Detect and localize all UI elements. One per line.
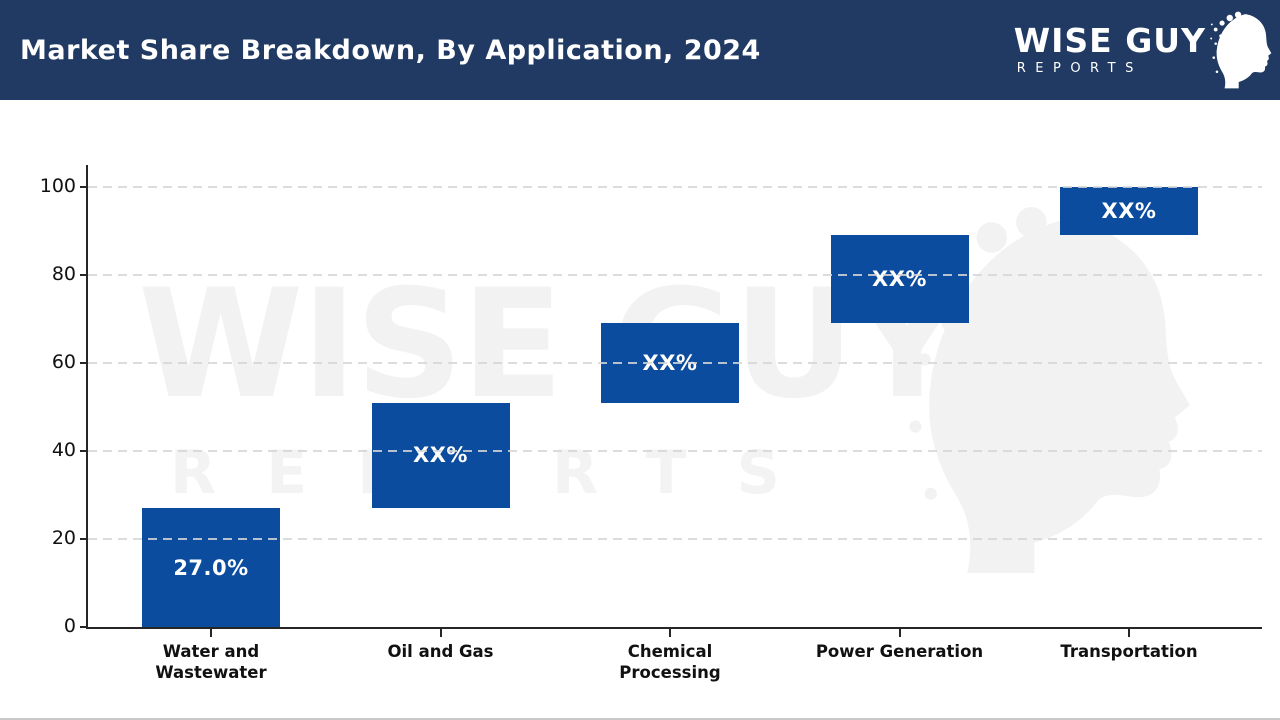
bar-water-and-wastewater: 27.0% (142, 508, 280, 627)
y-tick-label-20: 20 (51, 527, 76, 549)
x-tick-label-transportation: Transportation (1060, 642, 1198, 661)
x-tick-label-power-generation: Power Generation (815, 642, 984, 661)
bar-value-label-transportation: XX% (1101, 199, 1157, 224)
y-tick-0 (80, 626, 88, 628)
header-bar: Market Share Breakdown, By Application, … (0, 0, 1280, 100)
y-tick-label-80: 80 (51, 263, 76, 285)
x-tick-oil-and-gas (439, 629, 442, 637)
x-axis-spine (86, 627, 1262, 629)
logo-text: WISE GUY REPORTS (1013, 20, 1206, 77)
bar-value-label-power-generation: XX% (872, 267, 927, 292)
x-tick-label-chemical-processing: Chemical Processing (619, 642, 721, 683)
y-tick-label-60: 60 (51, 351, 76, 373)
x-tick-chemical-processing (669, 629, 671, 637)
gridline-100 (88, 186, 1262, 188)
y-tick-20 (80, 538, 88, 540)
x-tick-label-water-and-wastewater: Water and Wastewater (155, 642, 267, 683)
gridline-40 (88, 450, 1262, 452)
x-tick-water-and-wastewater (210, 629, 212, 637)
logo-wordmark: WISE GUY (1013, 20, 1206, 60)
gridline-60 (88, 362, 1262, 364)
gridline-20 (88, 538, 1262, 540)
x-tick-power-generation (898, 629, 901, 637)
wise-guy-logo: WISE GUY REPORTS (1014, 0, 1272, 100)
y-tick-label-40: 40 (51, 439, 76, 461)
bar-power-generation: XX% (830, 235, 969, 324)
y-tick-40 (80, 450, 88, 452)
head-profile-icon (1210, 11, 1272, 89)
bar-value-label-oil-and-gas: XX% (413, 443, 468, 468)
chart-title: Market Share Breakdown, By Application, … (20, 34, 761, 66)
bar-oil-and-gas: XX% (371, 402, 510, 509)
y-tick-80 (80, 274, 88, 276)
x-tick-transportation (1128, 629, 1130, 637)
y-axis-spine (86, 165, 88, 629)
x-tick-label-oil-and-gas: Oil and Gas (387, 642, 494, 661)
y-tick-label-0: 0 (63, 615, 76, 637)
y-tick-label-100: 100 (39, 175, 76, 197)
y-tick-100 (80, 186, 88, 188)
bar-value-label-water-and-wastewater: 27.0% (173, 555, 249, 580)
y-tick-60 (80, 362, 88, 364)
bar-transportation: XX% (1060, 187, 1198, 236)
gridline-80 (88, 274, 1262, 276)
logo-subtitle: REPORTS (1016, 61, 1143, 77)
